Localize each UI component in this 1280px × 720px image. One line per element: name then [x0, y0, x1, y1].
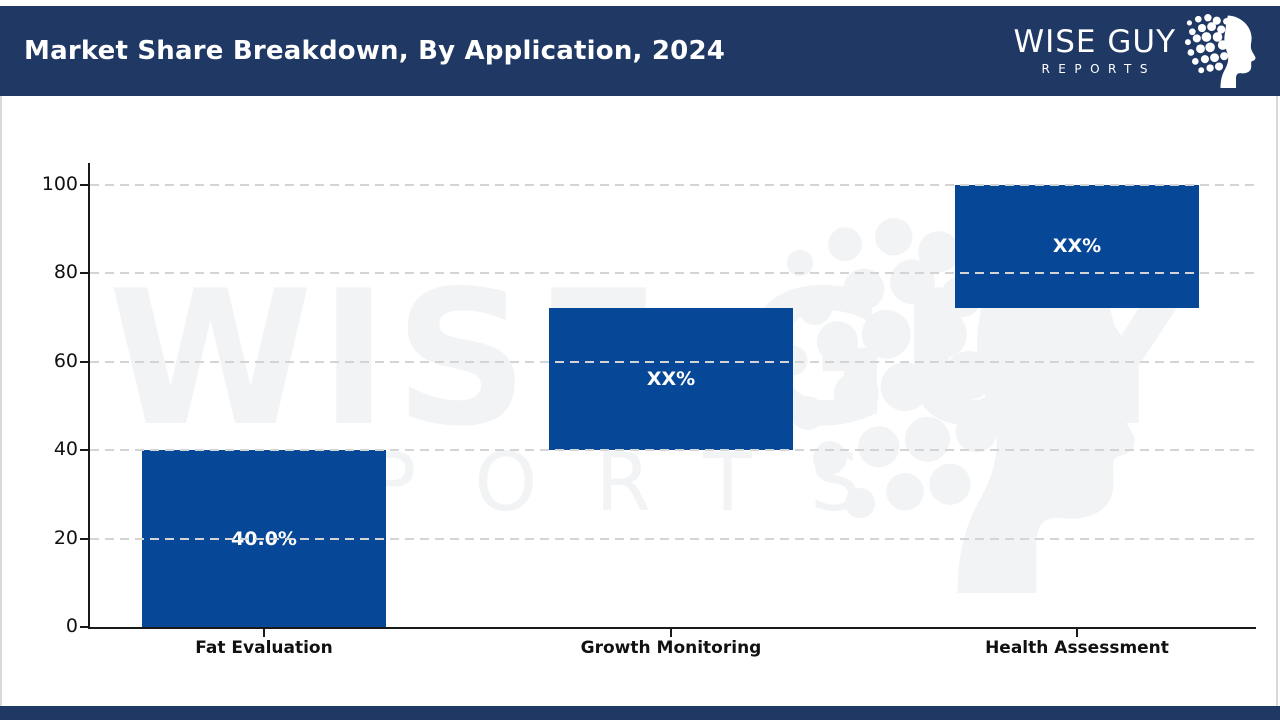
x-tick [670, 629, 672, 637]
panel-border-left [0, 96, 2, 706]
gridline [90, 360, 1256, 363]
y-axis-line [88, 163, 90, 629]
y-tick-label: 80 [53, 261, 78, 283]
gridline [90, 272, 1256, 274]
y-tick [80, 360, 88, 363]
x-axis-line [88, 627, 1256, 629]
panel-border-right [1276, 96, 1278, 706]
y-tick-label: 0 [65, 615, 78, 637]
header-bar: Market Share Breakdown, By Application, … [0, 6, 1280, 96]
y-tick [80, 449, 88, 451]
gridline [90, 537, 1256, 540]
y-tick [80, 626, 88, 628]
logo-subtitle: REPORTS [1041, 62, 1156, 76]
bar-growth-monitoring: XX% [549, 308, 793, 450]
x-tick [1076, 629, 1078, 637]
chart-title: Market Share Breakdown, By Application, … [24, 36, 726, 66]
category-label-growth-monitoring: Growth Monitoring [580, 638, 762, 658]
logo-wordmark: WISE GUY [1013, 24, 1176, 60]
gridline [90, 449, 1256, 451]
x-tick [263, 629, 265, 637]
y-tick [80, 183, 88, 186]
y-tick-label: 100 [41, 172, 78, 195]
logo-face-icon [1184, 14, 1256, 88]
bar-value-label: XX% [1052, 235, 1102, 258]
bar-value-label: XX% [646, 368, 696, 391]
wiseguy-logo: WISE GUY REPORTS [1013, 14, 1256, 88]
logo-text: WISE GUY REPORTS [1013, 24, 1176, 76]
y-tick-label: 20 [53, 526, 78, 549]
y-tick-label: 60 [53, 349, 78, 372]
category-label-fat-evaluation: Fat Evaluation [195, 638, 333, 658]
y-tick-label: 40 [53, 438, 78, 460]
bar-health-assessment: XX% [955, 184, 1199, 309]
gridline [90, 183, 1256, 186]
y-tick [80, 272, 88, 274]
category-label-health-assessment: Health Assessment [985, 638, 1169, 658]
y-tick [80, 537, 88, 540]
footer-bar [0, 706, 1280, 720]
watermark-face-icon [777, 218, 1135, 593]
